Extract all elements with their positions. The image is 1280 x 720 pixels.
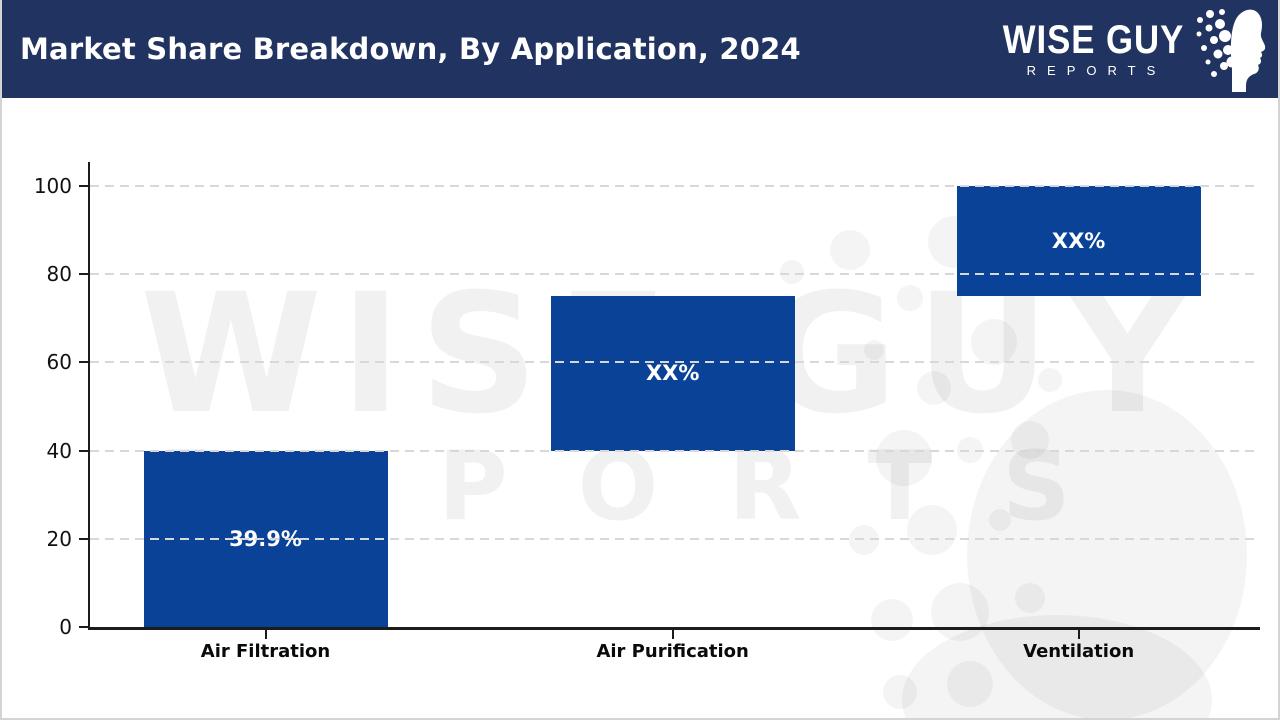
y-tick-mark-60 [79,361,88,364]
gridline-100 [90,185,1260,187]
y-tick-label-0: 0 [59,615,72,639]
logo-subtitle: REPORTS [1026,62,1167,78]
gridline-20 [90,537,1260,540]
chart-plot-area: 39.9% XX% XX% 0 20 40 60 80 100 Air Filtration Ai… [2,98,1278,718]
logo-text: WISE GUY REPORTS [997,17,1190,78]
x-category-label-2: Ventilation [1023,641,1135,662]
gridline-60 [90,361,1260,364]
y-tick-mark-40 [79,449,88,452]
y-tick-mark-0 [79,626,88,628]
bar-value-label: XX% [1051,229,1106,254]
y-tick-mark-100 [79,185,88,187]
y-axis-line [88,162,90,630]
y-tick-label-20: 20 [46,526,72,551]
y-tick-label-40: 40 [46,438,72,463]
bar-value-label: XX% [645,361,700,386]
y-tick-label-100: 100 [33,174,72,198]
bar-air-purification: XX% [550,296,795,451]
logo-face-icon [1196,9,1266,92]
wise-guy-reports-logo: WISE GUY REPORTS [997,6,1266,92]
x-category-label-1: Air Purification [596,641,749,662]
page-title: Market Share Breakdown, By Application, … [20,32,801,66]
gridline-80 [90,273,1260,276]
x-tick-mark-0 [264,630,267,639]
y-tick-label-60: 60 [46,350,72,375]
logo-wordmark: WISE GUY [1002,17,1185,62]
gridline-40 [90,449,1260,452]
y-tick-label-80: 80 [46,262,72,287]
x-axis-line [88,627,1260,630]
x-tick-mark-1 [671,630,674,639]
header-bar: Market Share Breakdown, By Application, … [2,0,1278,98]
x-category-label-0: Air Filtration [200,641,331,662]
x-tick-mark-2 [1077,630,1080,639]
bar-ventilation: XX% [956,186,1201,297]
y-tick-mark-80 [79,273,88,276]
y-tick-mark-20 [79,537,88,540]
